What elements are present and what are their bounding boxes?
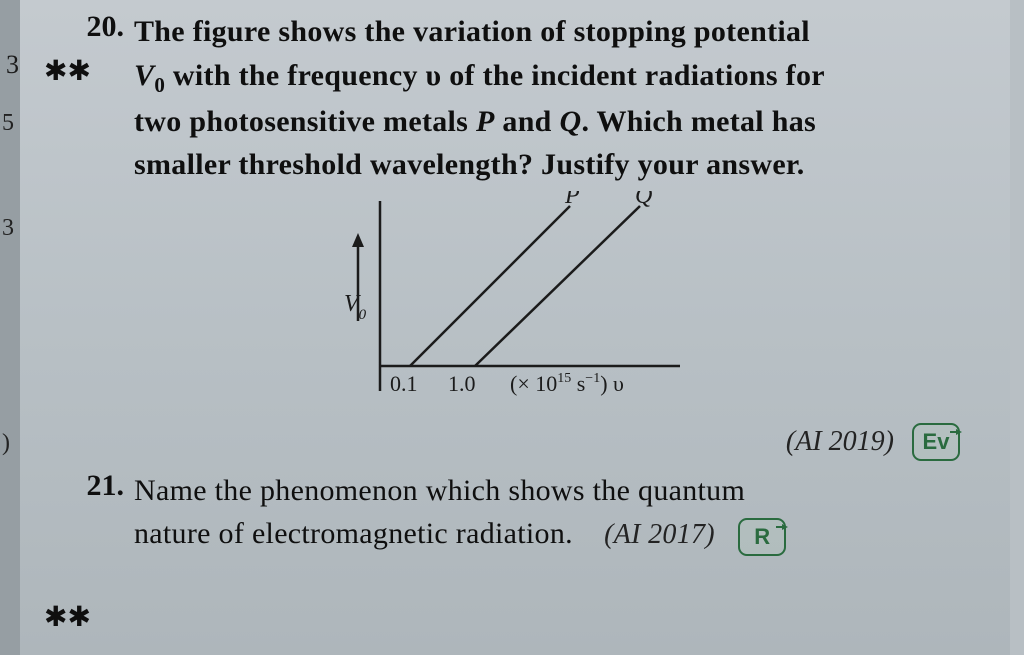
page-edge: 5 3 ) <box>0 0 20 655</box>
q20-and: and <box>495 105 560 138</box>
y-arrow-head <box>352 233 364 247</box>
question-20: 20. The figure shows the variation of st… <box>80 10 980 187</box>
v0-v: V <box>134 59 154 92</box>
question-text: The figure shows the variation of stoppi… <box>134 10 980 187</box>
tick-0.1: 0.1 <box>390 371 418 396</box>
attribution-row-20: (AI 2019) Ev <box>80 423 980 461</box>
xlabel: (× 1015 s−1) υ <box>510 371 624 396</box>
q20-line1: The figure shows the variation of stoppi… <box>134 15 810 48</box>
page-content: 20. The figure shows the variation of st… <box>20 0 1010 655</box>
source-ai-2017: (AI 2017) <box>604 519 715 550</box>
ylabel: V0 <box>344 291 367 323</box>
line-q <box>475 206 640 366</box>
q21-line1: Name the phenomenon which shows the quan… <box>134 474 745 507</box>
q20-line3b: . Which metal has <box>581 105 816 138</box>
label-p: P <box>564 191 580 209</box>
metal-p: P <box>476 105 495 138</box>
question-number: 21. <box>80 469 134 503</box>
badge-ev: Ev <box>912 423 960 461</box>
metal-q: Q <box>559 105 581 138</box>
edge-mark: 5 <box>2 110 14 137</box>
difficulty-stars: ✱✱ <box>44 604 91 632</box>
question-number: 20. <box>80 10 134 44</box>
line-p <box>410 206 570 366</box>
difficulty-stars: ✱✱ <box>44 58 91 86</box>
label-q: Q <box>635 191 652 209</box>
source-ai-2019: (AI 2019) <box>786 426 894 458</box>
edge-mark: ) <box>2 430 10 457</box>
q21-line2: nature of electromagnetic radiation. <box>134 517 573 550</box>
v0-sub: 0 <box>154 73 165 97</box>
badge-r: R <box>738 518 786 556</box>
q20-line2: with the frequency υ of the incident rad… <box>165 59 825 92</box>
q20-line3a: two photosensitive metals <box>134 105 476 138</box>
graph-container: P Q V0 0.1 1.0 (× 1015 s−1) υ <box>80 191 980 421</box>
question-21: 21. Name the phenomenon which shows the … <box>80 469 980 556</box>
tick-1.0: 1.0 <box>448 371 476 396</box>
q20-line4: smaller threshold wavelength? Justify yo… <box>134 148 805 181</box>
question-text: Name the phenomenon which shows the quan… <box>134 469 980 556</box>
edge-mark: 3 <box>2 215 14 242</box>
stopping-potential-graph: P Q V0 0.1 1.0 (× 1015 s−1) υ <box>340 191 720 421</box>
